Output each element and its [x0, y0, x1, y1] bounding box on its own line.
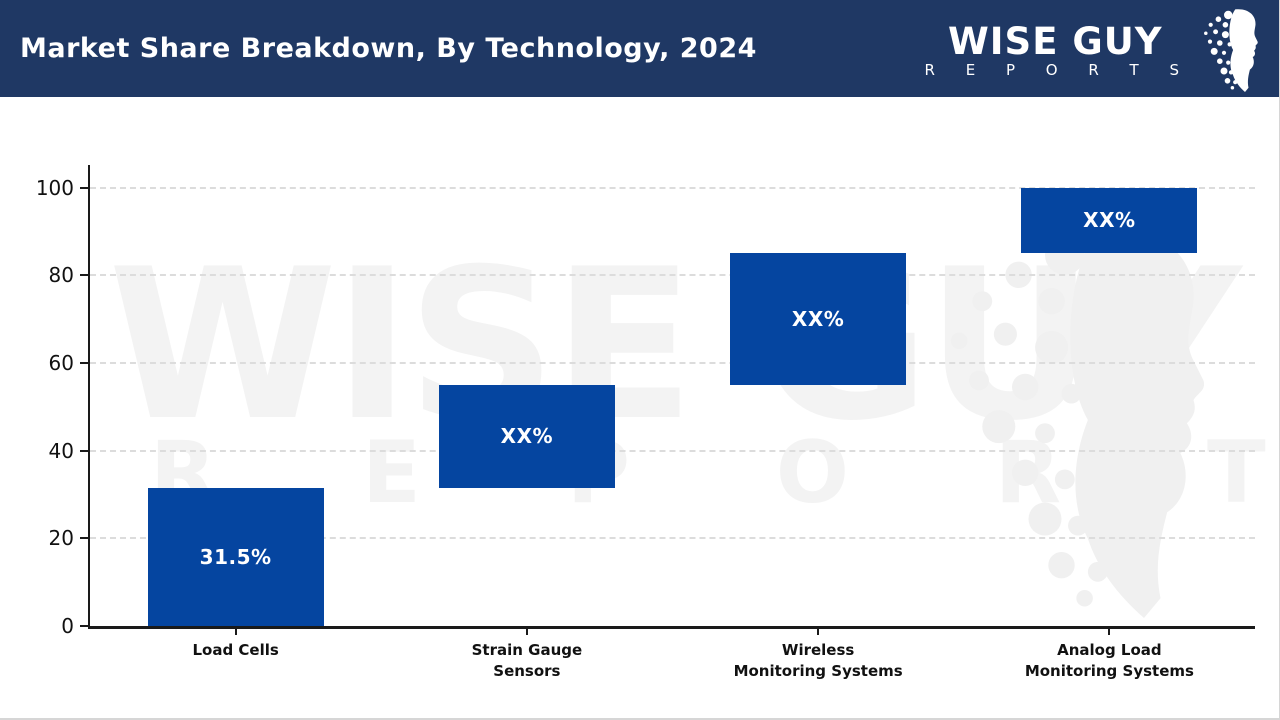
y-axis-tick [80, 361, 88, 364]
y-axis-tick-label: 80 [48, 263, 74, 288]
x-axis-category-label: Load Cells [192, 641, 279, 659]
x-axis-tick [817, 626, 820, 635]
y-axis-tick [80, 537, 88, 540]
bar-value-label: 31.5% [199, 544, 272, 569]
y-axis-tick-label: 20 [48, 526, 74, 551]
x-axis-category-label: Wireless Monitoring Systems [733, 641, 903, 680]
bar: XX% [730, 253, 907, 385]
header-bar: Market Share Breakdown, By Technology, 2… [0, 0, 1279, 97]
y-axis-tick-label: 60 [48, 350, 74, 375]
y-axis-tick [80, 274, 88, 277]
watermark-dotted-head-icon [950, 227, 1205, 619]
bar-value-label: XX% [500, 424, 554, 449]
gridline [90, 186, 1255, 189]
gridline [90, 449, 1255, 452]
y-axis-tick-label: 100 [35, 175, 74, 200]
logo-wordmark: WISE GUY [947, 19, 1163, 63]
y-axis-tick [80, 625, 88, 627]
bar: XX% [1021, 187, 1198, 254]
gridline [90, 274, 1255, 277]
gridline [90, 537, 1255, 540]
y-axis-tick [80, 186, 88, 189]
wiseguy-logo: WISE GUY R E P O R T S [919, 8, 1270, 92]
bar: 31.5% [147, 487, 324, 626]
logo-text: WISE GUY R E P O R T S [919, 23, 1192, 78]
x-axis-category-label: Analog Load Monitoring Systems [1024, 641, 1194, 680]
bar: XX% [438, 384, 615, 488]
y-axis-tick-label: 0 [61, 614, 74, 638]
page-title: Market Share Breakdown, By Technology, 2… [20, 33, 757, 64]
bar-value-label: XX% [1083, 208, 1136, 233]
logo-subtitle: R E P O R T S [924, 60, 1192, 79]
x-axis-tick [525, 626, 528, 635]
x-axis-tick [1108, 626, 1111, 635]
dotted-head-icon [1204, 9, 1258, 92]
y-axis-tick [80, 449, 88, 452]
plot-area: 0 20 40 60 80 100 31.5% Load Cells XX% Strain Gau… [36, 165, 1255, 680]
gridline [90, 361, 1255, 364]
x-axis-category-label: Strain Gauge Sensors [471, 641, 583, 680]
y-axis-tick-label: 40 [48, 438, 74, 463]
x-axis-tick [234, 626, 237, 635]
bar-value-label: XX% [791, 307, 845, 332]
